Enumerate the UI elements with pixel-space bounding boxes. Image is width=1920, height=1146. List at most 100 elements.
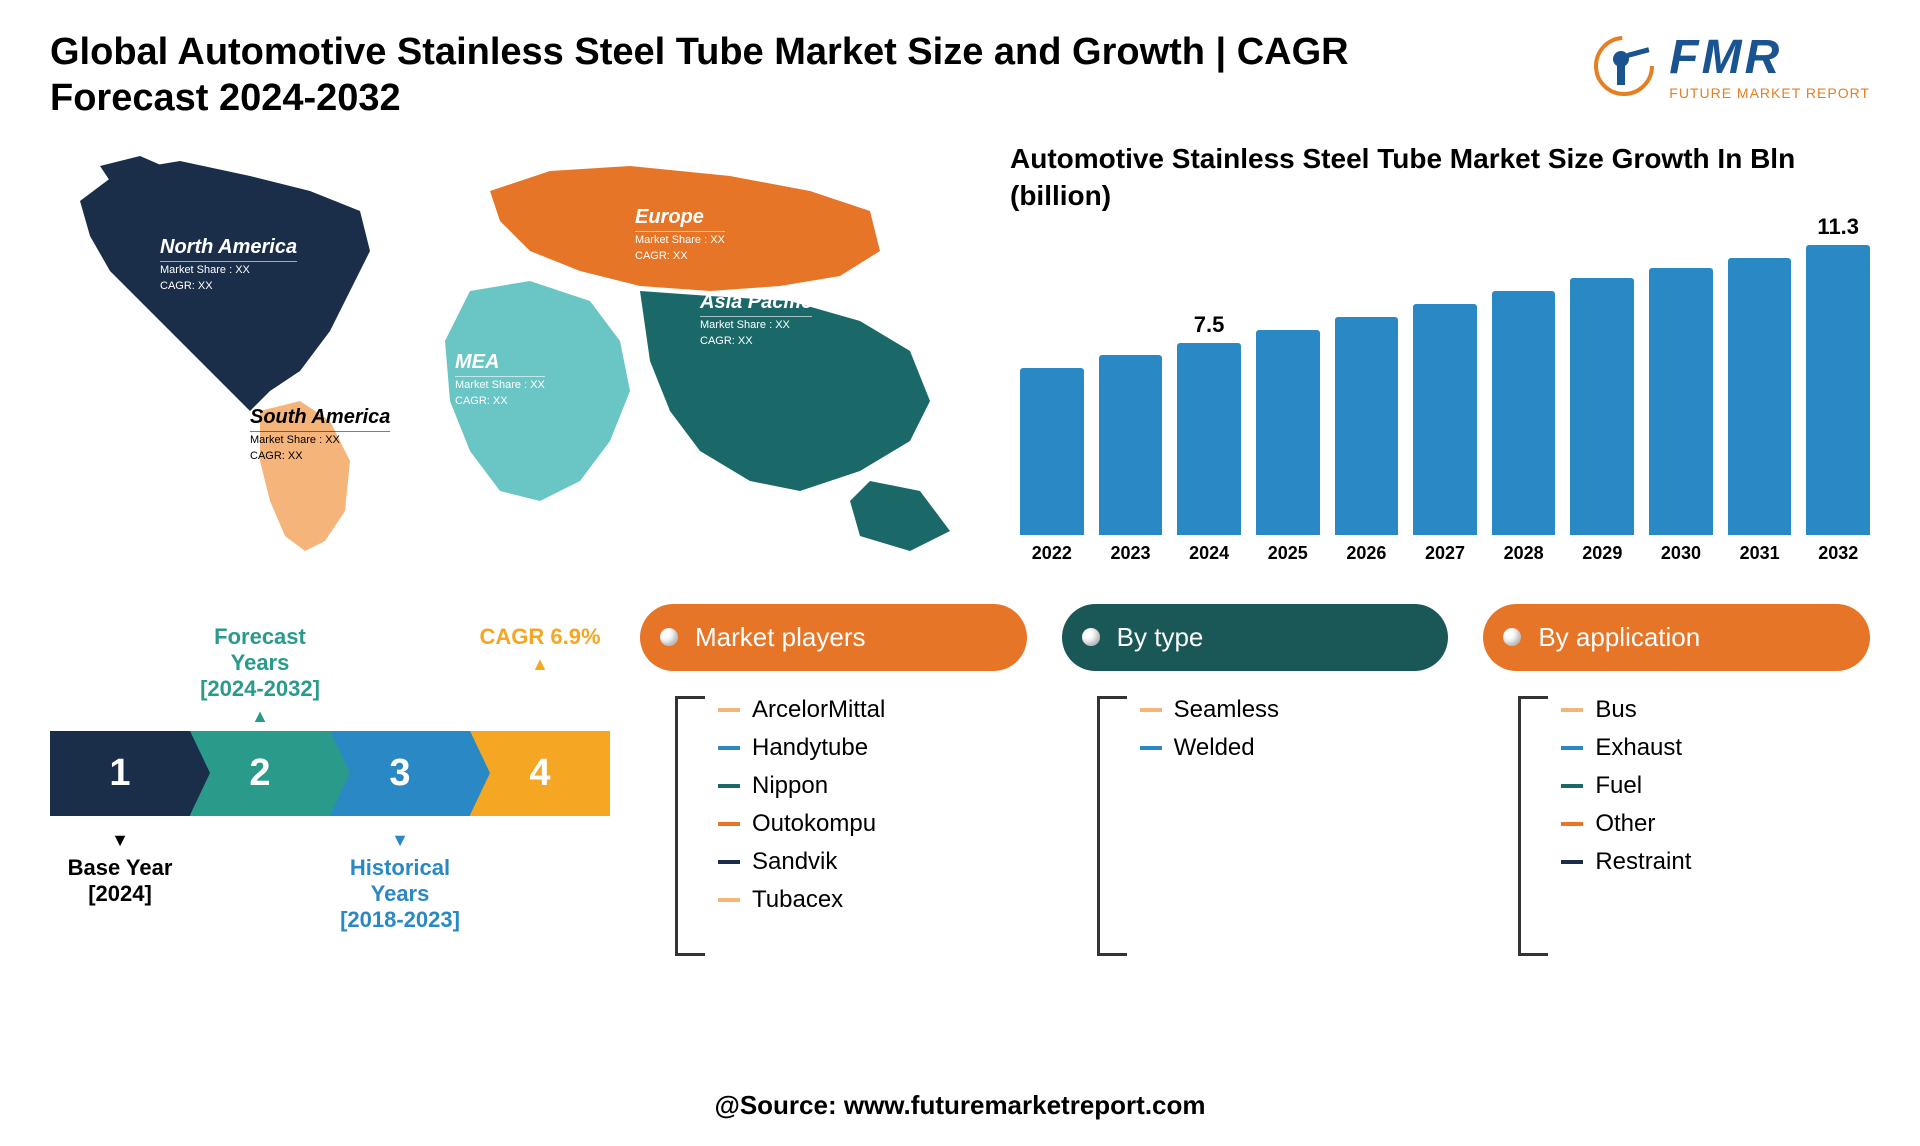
category-column: By type Seamless Welded bbox=[1062, 604, 1449, 956]
bar-col: 02026 bbox=[1335, 286, 1399, 564]
category-list: ArcelorMittal Handytube Nippon Outokompu San… bbox=[675, 696, 1027, 956]
map-region-share: Market Share : XX bbox=[160, 261, 297, 276]
category-list: Bus Exhaust Fuel Other Restraint bbox=[1518, 696, 1870, 956]
source-text: @Source: www.futuremarketreport.com bbox=[714, 1090, 1205, 1121]
tick-icon bbox=[1561, 822, 1583, 826]
map-region-share: Market Share : XX bbox=[700, 316, 812, 331]
list-item-label: Exhaust bbox=[1595, 734, 1682, 762]
bar-label: 2030 bbox=[1661, 543, 1701, 564]
bar bbox=[1492, 291, 1556, 535]
bar-col: 02023 bbox=[1099, 324, 1163, 564]
list-item: Exhaust bbox=[1561, 734, 1870, 762]
map-label-north_america: North America Market Share : XX CAGR: XX bbox=[160, 236, 297, 292]
tick-icon bbox=[718, 860, 740, 864]
list-item-label: Seamless bbox=[1174, 696, 1279, 724]
page-title: Global Automotive Stainless Steel Tube M… bbox=[50, 30, 1350, 121]
bar-col: 11.3 2032 bbox=[1806, 214, 1870, 564]
timeline-label: Forecast Years[2024-2032] bbox=[190, 624, 330, 702]
list-item: Seamless bbox=[1140, 696, 1449, 724]
bar-col: 02028 bbox=[1492, 260, 1556, 564]
bar-label: 2024 bbox=[1189, 543, 1229, 564]
bar-value: 11.3 bbox=[1817, 214, 1859, 240]
map-region-title: Asia Pacific bbox=[700, 291, 812, 314]
bar-col: 02029 bbox=[1570, 247, 1634, 564]
timeline-segment: 4 bbox=[470, 731, 610, 816]
list-item-label: Other bbox=[1595, 810, 1655, 838]
map-region-cagr: CAGR: XX bbox=[635, 248, 725, 262]
category-pill: By type bbox=[1062, 604, 1449, 671]
bar-col: 7.5 2024 bbox=[1177, 312, 1241, 564]
tick-icon bbox=[1561, 746, 1583, 750]
timeline-label: CAGR 6.9% bbox=[470, 624, 610, 650]
map-region-title: South America bbox=[250, 406, 390, 429]
list-item: Outokompu bbox=[718, 810, 1027, 838]
tick-icon bbox=[1140, 746, 1162, 750]
list-item: Welded bbox=[1140, 734, 1449, 762]
list-item: Bus bbox=[1561, 696, 1870, 724]
list-item: Sandvik bbox=[718, 848, 1027, 876]
map-region-cagr: CAGR: XX bbox=[250, 448, 390, 462]
list-item-label: Nippon bbox=[752, 772, 828, 800]
list-item: Other bbox=[1561, 810, 1870, 838]
bar-label: 2027 bbox=[1425, 543, 1465, 564]
bar-col: 02025 bbox=[1256, 299, 1320, 564]
map-label-asia_pacific: Asia PacificMarket Share : XXCAGR: XX bbox=[700, 291, 812, 347]
bar-col: 02031 bbox=[1728, 227, 1792, 564]
list-item: Handytube bbox=[718, 734, 1027, 762]
list-item-label: Tubacex bbox=[752, 886, 843, 914]
category-column: Market playersArcelorMittalHandytubeNipp… bbox=[640, 604, 1027, 956]
tick-icon bbox=[718, 746, 740, 750]
category-list: Seamless Welded bbox=[1097, 696, 1449, 956]
bar bbox=[1256, 330, 1320, 535]
tick-icon bbox=[718, 898, 740, 902]
bar-label: 2022 bbox=[1032, 543, 1072, 564]
list-item-label: Bus bbox=[1595, 696, 1636, 724]
bar-label: 2025 bbox=[1268, 543, 1308, 564]
logo-icon bbox=[1589, 31, 1659, 101]
list-item-label: Welded bbox=[1174, 734, 1255, 762]
map-region-cagr: CAGR: XX bbox=[160, 278, 297, 292]
arrow-up-icon: ▲ bbox=[470, 654, 610, 675]
list-item: Restraint bbox=[1561, 848, 1870, 876]
bar bbox=[1020, 368, 1084, 535]
map-region-cagr: CAGR: XX bbox=[455, 393, 545, 407]
bar-value: 7.5 bbox=[1194, 312, 1225, 338]
tick-icon bbox=[718, 708, 740, 712]
tick-icon bbox=[718, 784, 740, 788]
list-item-label: Outokompu bbox=[752, 810, 876, 838]
map-region-share: Market Share : XX bbox=[455, 376, 545, 391]
list-item: Fuel bbox=[1561, 772, 1870, 800]
list-item-label: ArcelorMittal bbox=[752, 696, 885, 724]
bar-label: 2032 bbox=[1818, 543, 1858, 564]
bar-label: 2031 bbox=[1740, 543, 1780, 564]
bar bbox=[1649, 268, 1713, 535]
chart-title: Automotive Stainless Steel Tube Market S… bbox=[1010, 141, 1870, 214]
list-item-label: Sandvik bbox=[752, 848, 837, 876]
list-item-label: Handytube bbox=[752, 734, 868, 762]
timeline: Forecast Years[2024-2032]▲CAGR 6.9%▲ 123… bbox=[50, 604, 610, 933]
bar-label: 2026 bbox=[1346, 543, 1386, 564]
map-region-title: North America bbox=[160, 236, 297, 259]
tick-icon bbox=[1561, 708, 1583, 712]
category-column: By application Bus Exhaust Fuel Other Restrai… bbox=[1483, 604, 1870, 956]
bar-col: 02030 bbox=[1649, 237, 1713, 564]
bar bbox=[1413, 304, 1477, 535]
timeline-label: Base Year[2024] bbox=[50, 855, 190, 907]
timeline-label: Historical Years[2018-2023] bbox=[330, 855, 470, 933]
arrow-down-icon: ▼ bbox=[50, 830, 190, 851]
map-region-title: Europe bbox=[635, 206, 725, 229]
arrow-down-icon: ▼ bbox=[330, 830, 470, 851]
list-item: Nippon bbox=[718, 772, 1027, 800]
category-pill: By application bbox=[1483, 604, 1870, 671]
list-item-label: Restraint bbox=[1595, 848, 1691, 876]
tick-icon bbox=[718, 822, 740, 826]
bar bbox=[1335, 317, 1399, 535]
bar bbox=[1728, 258, 1792, 535]
map-region-share: Market Share : XX bbox=[250, 431, 390, 446]
bar bbox=[1806, 245, 1870, 535]
timeline-segment: 2 bbox=[190, 731, 330, 816]
map-label-europe: EuropeMarket Share : XXCAGR: XX bbox=[635, 206, 725, 262]
bar-label: 2028 bbox=[1504, 543, 1544, 564]
logo-sub-text: FUTURE MARKET REPORT bbox=[1669, 85, 1870, 101]
bar-chart: Automotive Stainless Steel Tube Market S… bbox=[1010, 141, 1870, 564]
